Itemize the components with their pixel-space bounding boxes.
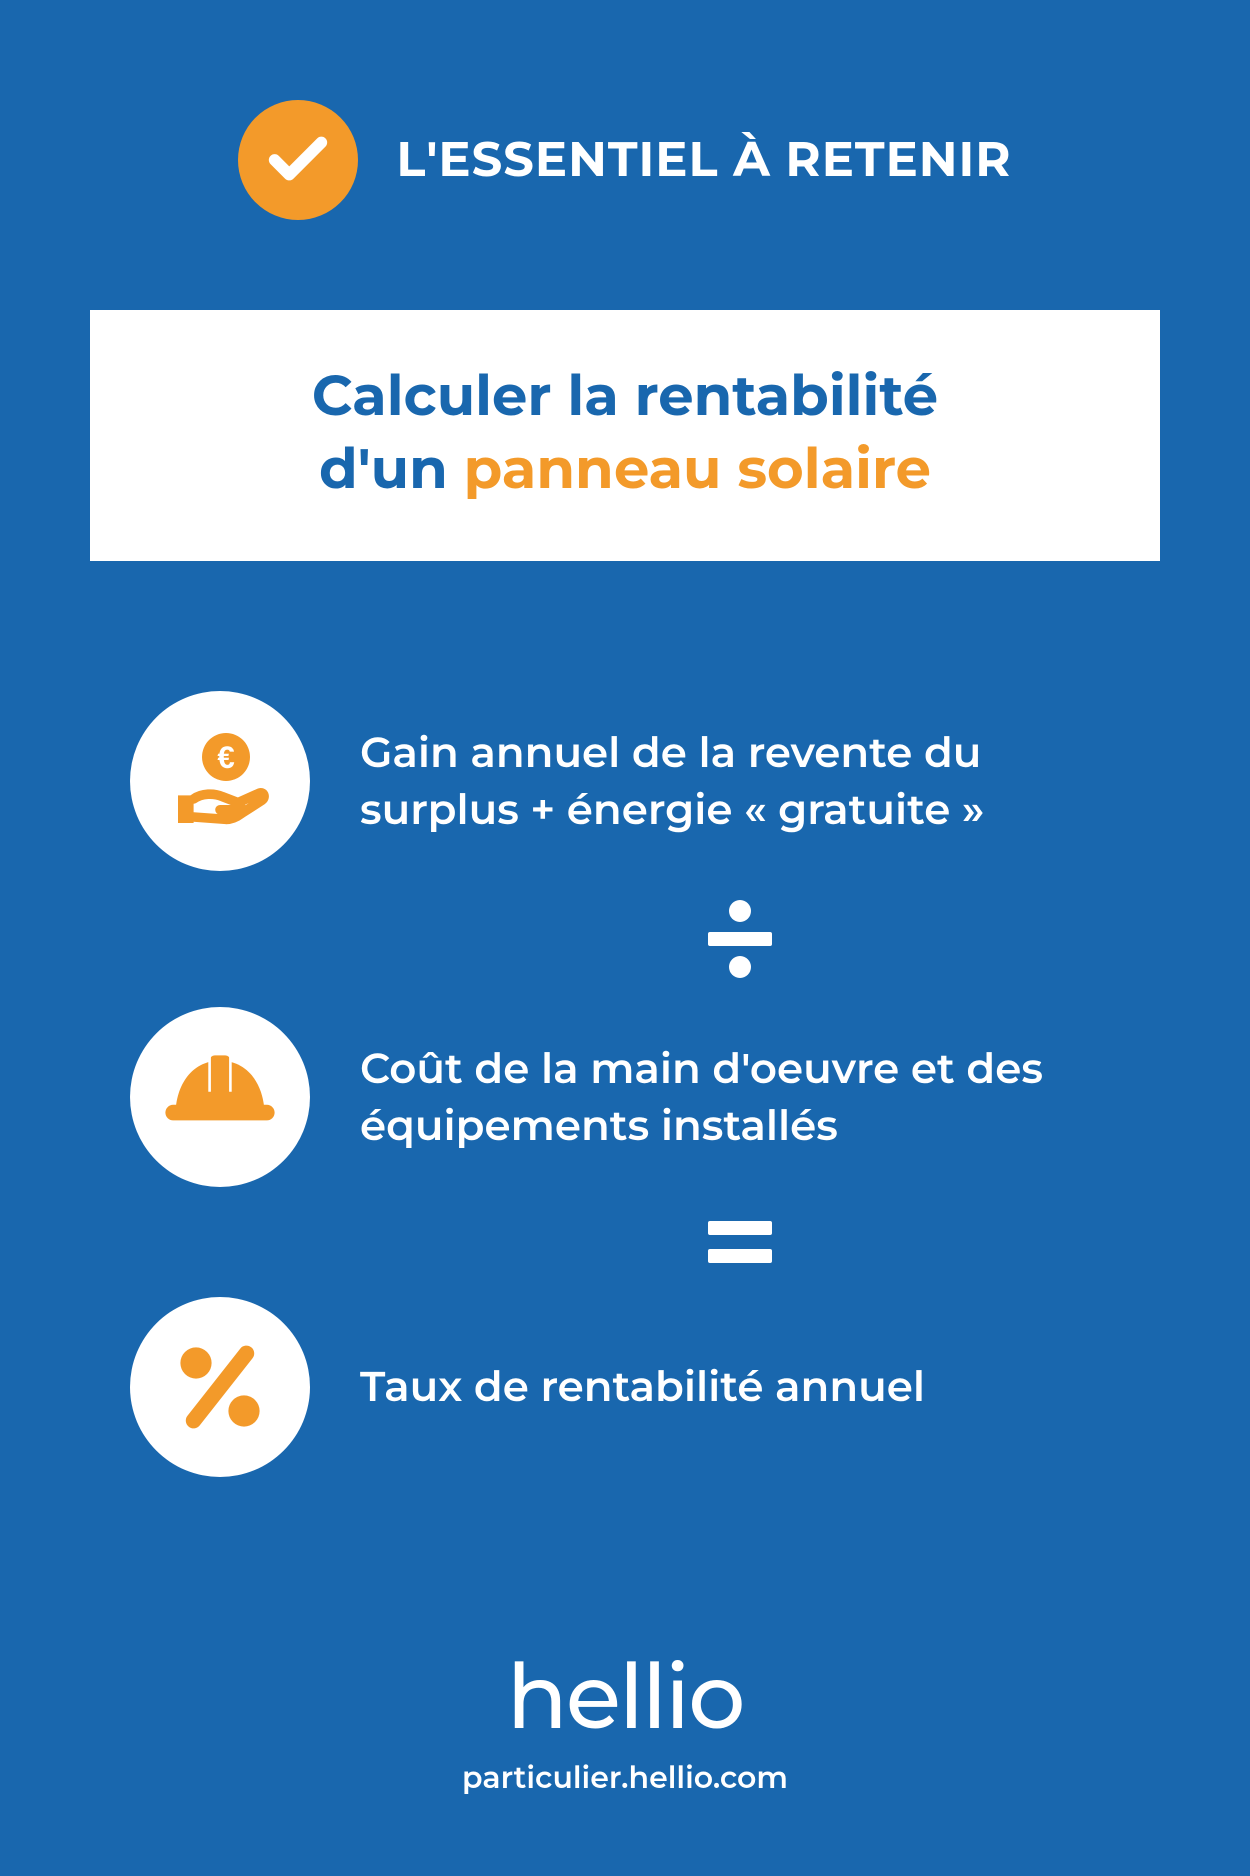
- check-icon: [238, 100, 358, 220]
- percent-icon: [130, 1297, 310, 1477]
- footer: hellio particulier.hellio.com: [462, 1641, 788, 1796]
- item-gain: € Gain annuel de la revente du surplus +…: [130, 691, 1120, 871]
- euro-hand-icon: €: [130, 691, 310, 871]
- item-cost-text: Coût de la main d'oeuvre et des équipeme…: [360, 1040, 1120, 1153]
- title-line2: d'un panneau solaire: [130, 433, 1120, 506]
- item-rate: Taux de rentabilité annuel: [130, 1297, 1120, 1477]
- equals-operator: [130, 1215, 1120, 1269]
- svg-text:€: €: [217, 739, 234, 774]
- hardhat-icon: [130, 1007, 310, 1187]
- header: L'ESSENTIEL À RETENIR: [238, 100, 1011, 220]
- header-title: L'ESSENTIEL À RETENIR: [396, 131, 1011, 189]
- divide-operator: [130, 899, 1120, 979]
- items-list: € Gain annuel de la revente du surplus +…: [70, 691, 1180, 1477]
- title-box: Calculer la rentabilité d'un panneau sol…: [90, 310, 1160, 561]
- logo: hellio: [462, 1641, 788, 1751]
- footer-url: particulier.hellio.com: [462, 1759, 788, 1796]
- title-line1: Calculer la rentabilité: [130, 360, 1120, 433]
- item-gain-text: Gain annuel de la revente du surplus + é…: [360, 724, 1120, 837]
- item-rate-text: Taux de rentabilité annuel: [360, 1358, 925, 1415]
- item-cost: Coût de la main d'oeuvre et des équipeme…: [130, 1007, 1120, 1187]
